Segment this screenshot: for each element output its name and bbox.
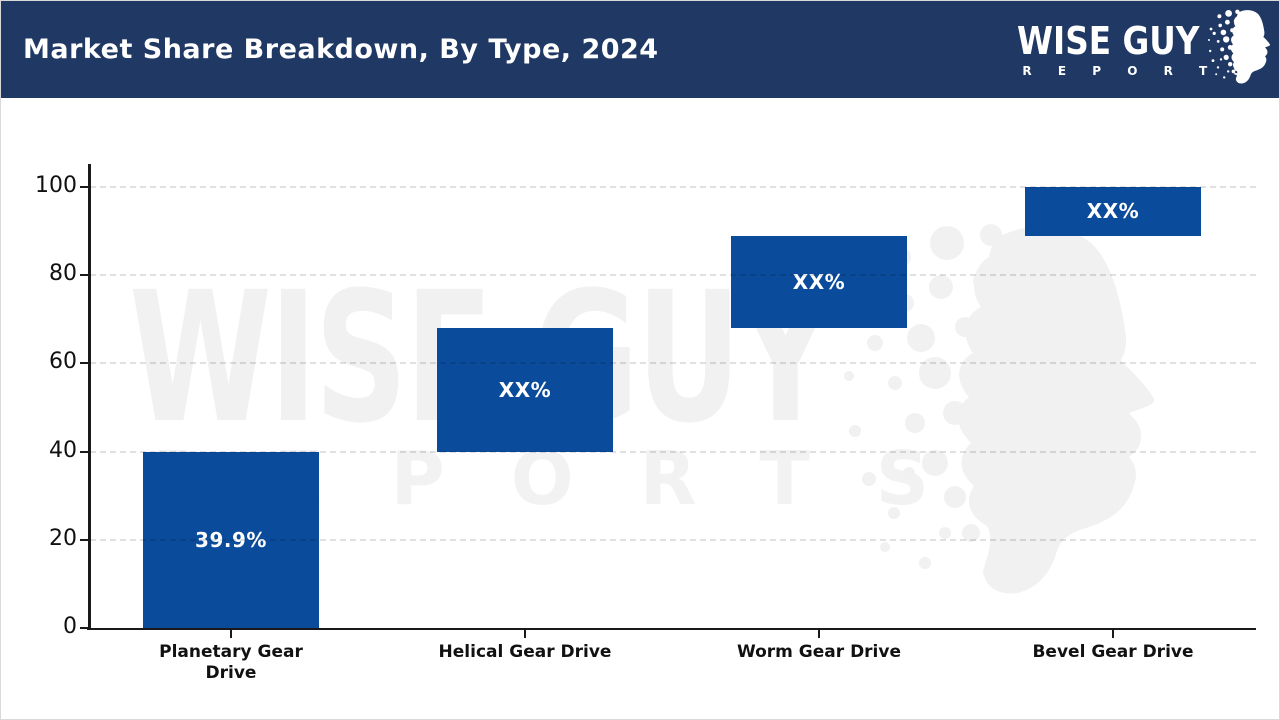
gridline — [90, 450, 1256, 453]
x-category-label-line: Drive — [205, 663, 257, 684]
logo-text: WISE GUY R E P O R T S — [1017, 22, 1253, 78]
x-category-label: Bevel Gear Drive — [983, 642, 1243, 663]
y-tick-label: 80 — [49, 261, 77, 286]
logo-subtitle: R E P O R T S — [1022, 63, 1253, 78]
y-tick-label: 20 — [49, 525, 77, 551]
bar-value-label: XX% — [498, 378, 552, 403]
x-category-label-line: Worm Gear Drive — [736, 642, 902, 662]
x-tick-mark — [818, 630, 820, 638]
wise-guy-logo: WISE GUY R E P O R T S — [1017, 1, 1273, 98]
y-tick-mark — [80, 362, 89, 365]
x-axis-line — [87, 627, 1256, 630]
gridline — [90, 274, 1256, 276]
gridline — [90, 185, 1256, 188]
x-category-label: Planetary Gear Drive — [101, 642, 361, 685]
y-tick-label: 100 — [35, 172, 77, 198]
x-category-label-line: Planetary Gear — [159, 642, 303, 662]
header-bar: Market Share Breakdown, By Type, 2024 WI… — [1, 1, 1279, 98]
x-category-label-line: Helical Gear Drive — [438, 642, 612, 662]
y-tick-mark — [80, 627, 89, 629]
x-category-label: Helical Gear Drive — [395, 642, 655, 663]
y-tick-mark — [80, 185, 89, 188]
y-tick-mark — [80, 274, 89, 276]
y-tick-label: 40 — [49, 437, 77, 463]
x-tick-mark — [524, 630, 526, 638]
logo-wordmark: WISE GUY — [1017, 18, 1200, 63]
bar-segment: XX% — [1025, 186, 1201, 236]
y-tick-label: 0 — [63, 614, 77, 639]
x-category-label: Worm Gear Drive — [689, 642, 949, 663]
x-tick-mark — [230, 630, 232, 638]
bar-segment: XX% — [731, 235, 907, 329]
gridline — [90, 362, 1256, 365]
y-tick-label: 60 — [49, 349, 77, 375]
bar-segment: XX% — [437, 328, 613, 452]
gridline — [90, 538, 1256, 541]
bar-value-label: XX% — [1086, 199, 1140, 224]
x-tick-mark — [1112, 630, 1114, 638]
bar-segment: 39.9% — [143, 451, 319, 628]
y-axis-line — [88, 164, 91, 630]
y-tick-mark — [80, 538, 89, 541]
bar-value-label: XX% — [792, 270, 846, 295]
x-category-label-line: Bevel Gear Drive — [1032, 642, 1194, 662]
bar-value-label: 39.9% — [195, 527, 267, 552]
page-title: Market Share Breakdown, By Type, 2024 — [23, 34, 659, 65]
y-tick-mark — [80, 450, 89, 453]
dotted-head-profile-icon — [1208, 9, 1271, 84]
